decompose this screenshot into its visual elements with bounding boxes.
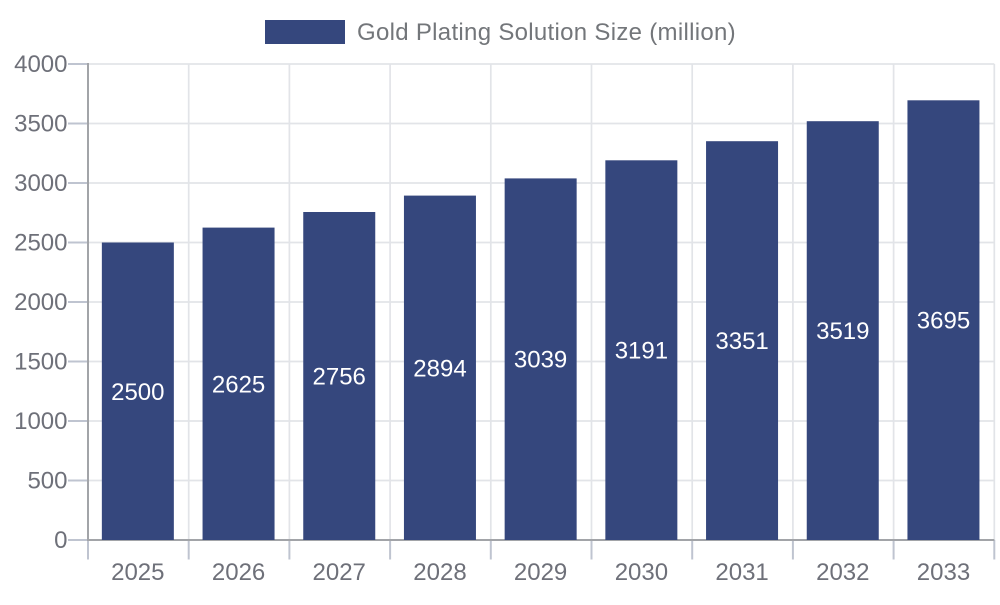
svg-text:2028: 2028 bbox=[413, 559, 466, 586]
svg-text:2500: 2500 bbox=[111, 379, 164, 406]
svg-text:2031: 2031 bbox=[715, 559, 768, 586]
svg-text:2025: 2025 bbox=[111, 559, 164, 586]
svg-text:500: 500 bbox=[27, 468, 67, 495]
svg-text:2756: 2756 bbox=[313, 364, 366, 391]
svg-text:2026: 2026 bbox=[212, 559, 265, 586]
svg-text:3519: 3519 bbox=[816, 318, 869, 345]
svg-text:2894: 2894 bbox=[413, 355, 466, 382]
svg-text:3039: 3039 bbox=[514, 347, 567, 374]
svg-text:0: 0 bbox=[54, 527, 67, 554]
svg-text:3000: 3000 bbox=[14, 170, 67, 197]
svg-text:2000: 2000 bbox=[14, 289, 67, 316]
svg-text:3191: 3191 bbox=[615, 338, 668, 365]
svg-text:3695: 3695 bbox=[917, 308, 970, 335]
svg-text:3351: 3351 bbox=[715, 328, 768, 355]
svg-text:2625: 2625 bbox=[212, 371, 265, 398]
svg-text:2500: 2500 bbox=[14, 230, 67, 257]
svg-text:3500: 3500 bbox=[14, 111, 67, 138]
svg-text:2033: 2033 bbox=[917, 559, 970, 586]
svg-text:2027: 2027 bbox=[313, 559, 366, 586]
svg-text:2029: 2029 bbox=[514, 559, 567, 586]
svg-text:Gold Plating Solution Size (mi: Gold Plating Solution Size (million) bbox=[357, 19, 736, 46]
svg-text:1500: 1500 bbox=[14, 349, 67, 376]
svg-text:2032: 2032 bbox=[816, 559, 869, 586]
svg-text:4000: 4000 bbox=[14, 51, 67, 78]
svg-text:1000: 1000 bbox=[14, 408, 67, 435]
svg-text:2030: 2030 bbox=[615, 559, 668, 586]
